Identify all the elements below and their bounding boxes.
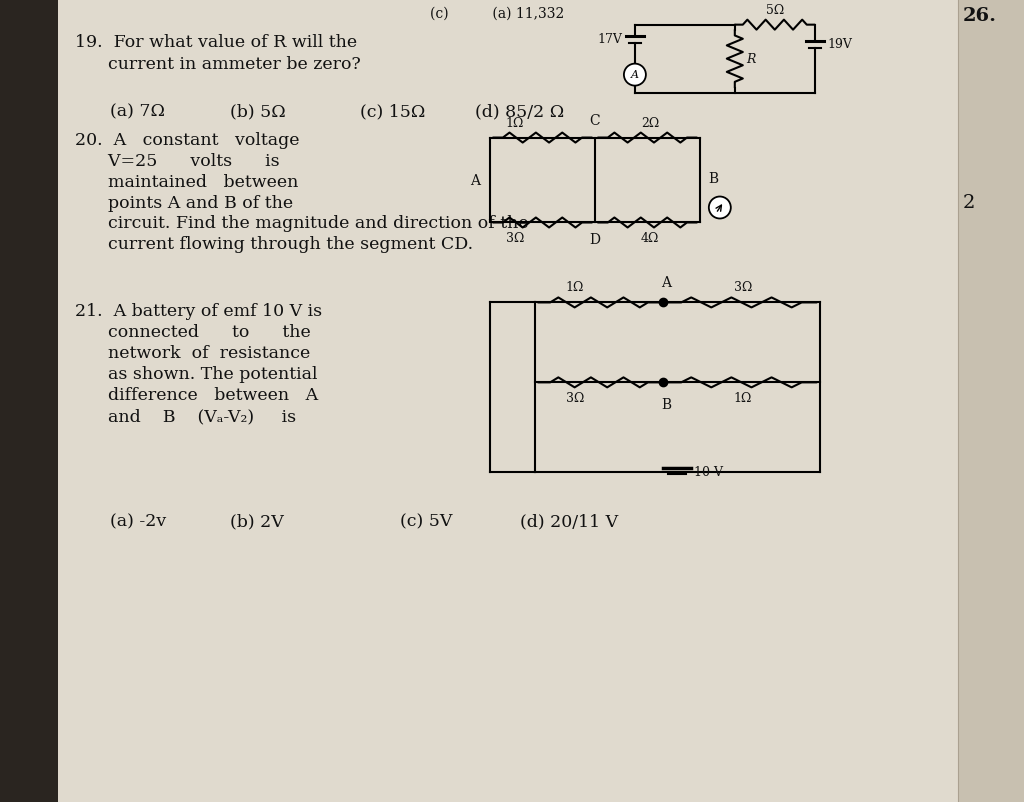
Text: (c) 15Ω: (c) 15Ω (360, 103, 425, 120)
Text: 17V: 17V (597, 33, 622, 46)
Text: circuit. Find the magnitude and direction of the: circuit. Find the magnitude and directio… (76, 215, 529, 233)
Text: 10 V: 10 V (694, 465, 723, 478)
Text: A: A (470, 174, 480, 188)
Text: (a) -2v: (a) -2v (111, 512, 167, 529)
Text: points A and B of the: points A and B of the (76, 194, 294, 211)
Text: R: R (745, 53, 755, 66)
Text: 1Ω: 1Ω (506, 116, 524, 129)
Text: C: C (590, 113, 600, 128)
Text: 19.  For what value of R will the: 19. For what value of R will the (76, 34, 357, 51)
Text: 21.  A battery of emf 10 V is: 21. A battery of emf 10 V is (76, 303, 323, 320)
Text: 20.  A   constant   voltage: 20. A constant voltage (76, 132, 300, 148)
Text: (c) 5V: (c) 5V (400, 512, 453, 529)
Text: 26.: 26. (963, 6, 996, 25)
Text: D: D (590, 233, 600, 247)
Bar (58, 1, 973, 802)
Text: 1Ω: 1Ω (565, 281, 584, 294)
Text: current in ammeter be zero?: current in ammeter be zero? (76, 55, 361, 72)
Text: 19V: 19V (827, 38, 853, 51)
Text: 2Ω: 2Ω (641, 116, 659, 129)
Text: (a) 7Ω: (a) 7Ω (111, 103, 165, 120)
Text: 4Ω: 4Ω (641, 233, 659, 245)
Text: 3Ω: 3Ω (565, 392, 584, 405)
Text: (d) 85/2 Ω: (d) 85/2 Ω (475, 103, 564, 120)
Text: (d) 20/11 V: (d) 20/11 V (520, 512, 618, 529)
Circle shape (624, 64, 646, 87)
Text: 5Ω: 5Ω (766, 4, 784, 17)
Circle shape (709, 197, 731, 219)
Text: as shown. The potential: as shown. The potential (76, 366, 317, 383)
Text: (b) 5Ω: (b) 5Ω (230, 103, 286, 120)
Text: (b) 2V: (b) 2V (230, 512, 284, 529)
Text: (c)          (a) 11,332: (c) (a) 11,332 (430, 6, 564, 21)
Text: network  of  resistance: network of resistance (76, 345, 310, 362)
Text: V=25      volts      is: V=25 volts is (76, 152, 280, 169)
Text: B: B (708, 172, 718, 186)
Text: current flowing through the segment CD.: current flowing through the segment CD. (76, 236, 473, 253)
Text: A: A (662, 276, 671, 290)
Text: connected      to      the: connected to the (76, 324, 311, 341)
Text: 3Ω: 3Ω (506, 233, 524, 245)
Text: and    B    (Vₐ-V₂)     is: and B (Vₐ-V₂) is (76, 408, 297, 425)
Text: maintained   between: maintained between (76, 173, 299, 190)
Bar (957, 1, 1024, 802)
Text: 2: 2 (963, 193, 975, 211)
Text: 3Ω: 3Ω (734, 281, 753, 294)
Text: B: B (662, 398, 671, 412)
Text: 1Ω: 1Ω (734, 392, 753, 405)
Text: difference   between   A: difference between A (76, 387, 318, 404)
Text: A: A (631, 70, 639, 79)
Bar (0, 1, 58, 802)
